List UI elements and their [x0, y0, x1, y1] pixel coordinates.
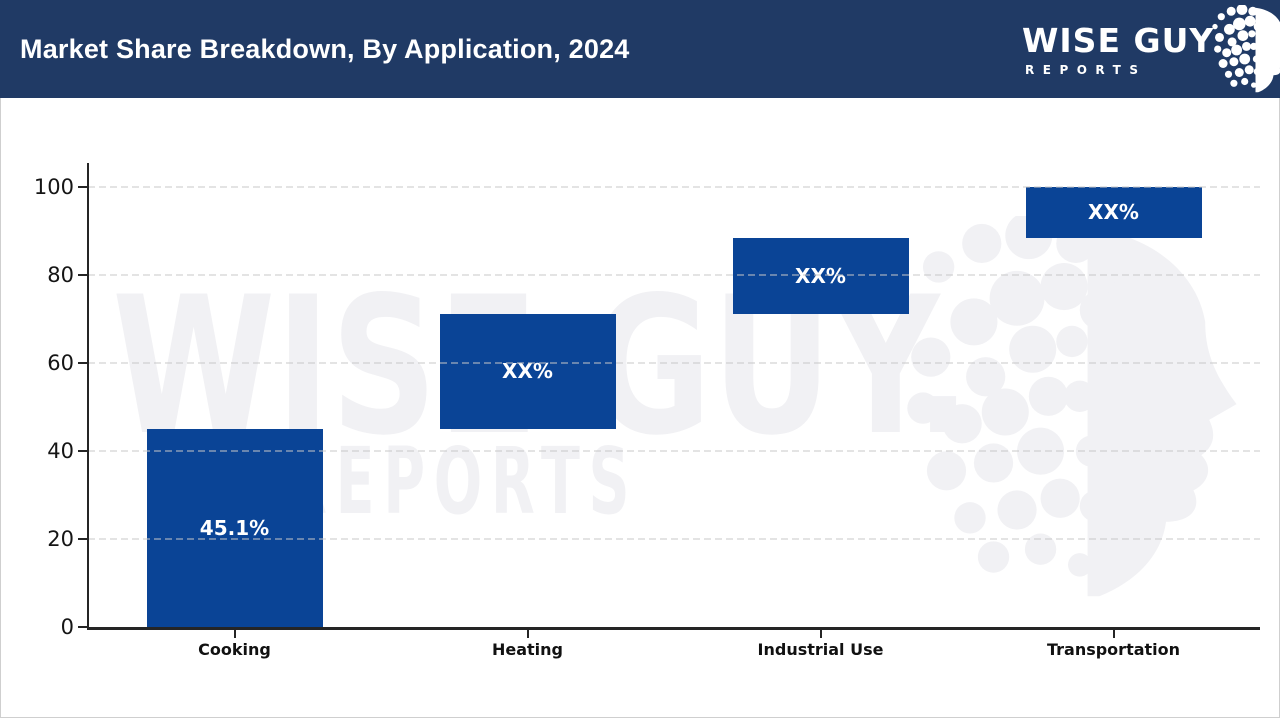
gridline-100 [88, 186, 1260, 188]
x-category-label-industrial-use: Industrial Use [757, 640, 884, 659]
wiseguy-logo: WISE GUY REPORTS [1022, 4, 1280, 96]
bar-value-label: 45.1% [199, 515, 270, 540]
x-tick-mark [233, 630, 236, 638]
bar-value-label: XX% [1088, 200, 1139, 225]
gridline-80 [88, 274, 1260, 276]
y-tick-label: 60 [47, 351, 74, 375]
y-tick-mark [78, 186, 87, 188]
x-category-label-heating: Heating [491, 640, 563, 659]
y-tick-label: 40 [47, 439, 74, 463]
bar-segment-cooking: 45.1% [146, 428, 323, 627]
y-tick-label: 100 [33, 175, 74, 199]
x-tick-mark [819, 630, 822, 638]
gridline-60 [88, 362, 1260, 364]
gridline-20 [88, 538, 1260, 540]
x-tick-mark [526, 630, 529, 638]
y-tick-mark [78, 538, 87, 540]
x-axis-spine [87, 627, 1260, 630]
x-tick-mark [1112, 630, 1115, 638]
y-tick-label: 20 [47, 527, 74, 551]
gridline-40 [88, 450, 1260, 452]
bar-segment-transportation: XX% [1025, 187, 1202, 238]
y-tick-mark [78, 626, 87, 628]
plot-area: 0 20 40 60 80 100 45.1% Cooking XX% Heating XX% Ind… [0, 98, 1280, 720]
y-tick-mark [78, 362, 87, 364]
x-category-label-transportation: Transportation [1046, 640, 1181, 659]
logo-text: WISE GUY REPORTS [1022, 24, 1214, 77]
y-axis-spine [87, 163, 89, 630]
y-tick-label: 0 [60, 615, 74, 639]
logo-subtitle: REPORTS [1025, 62, 1147, 77]
header: Market Share Breakdown, By Application, … [0, 0, 1280, 98]
y-tick-mark [78, 450, 87, 452]
logo-name: WISE GUY [1022, 20, 1215, 60]
y-tick-label: 80 [47, 263, 74, 287]
x-category-label-cooking: Cooking [198, 640, 271, 659]
logo-face-icon [1212, 5, 1280, 93]
bar-segment-heating: XX% [439, 313, 616, 429]
chart-title: Market Share Breakdown, By Application, … [20, 33, 630, 64]
y-tick-mark [78, 274, 87, 276]
